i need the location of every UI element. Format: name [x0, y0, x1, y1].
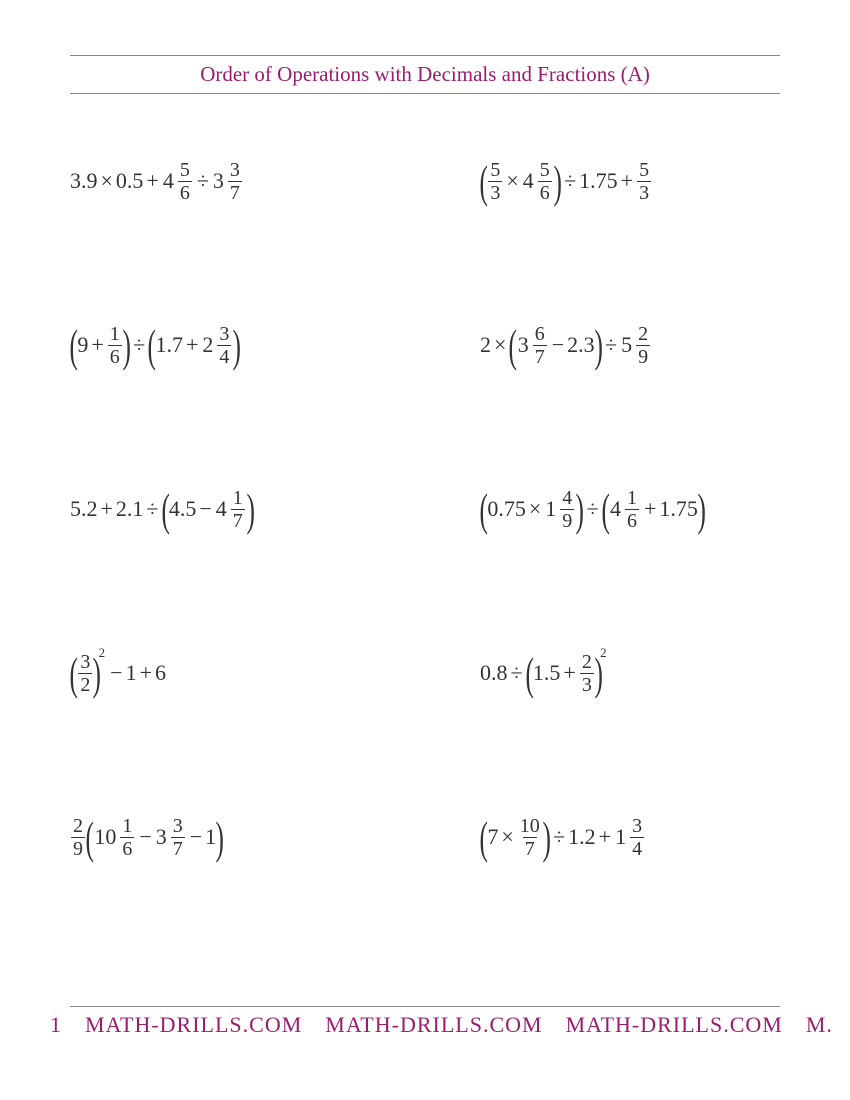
footer-rule — [70, 1006, 780, 1007]
problems-grid: 3.9×0.5+456÷337 (53×456)÷1.75+53 (9+16)÷(1… — [70, 154, 780, 864]
worksheet-title: Order of Operations with Decimals and Fr… — [70, 56, 780, 93]
problem-6: (0.75×149)÷(416+1.75) — [445, 482, 780, 536]
problem-8: 0.8÷(1.5+23)2 — [445, 646, 780, 700]
footer-container: 1 MATH-DRILLS.COM MATH-DRILLS.COM MATH-D… — [0, 1006, 850, 1038]
problem-2: (53×456)÷1.75+53 — [445, 154, 780, 208]
problem-9: 29(1016−337−1) — [70, 810, 405, 864]
problem-10: (7×107)÷1.2+134 — [445, 810, 780, 864]
header-rule-bottom — [70, 93, 780, 94]
problem-4: 2×(367−2.3)÷529 — [445, 318, 780, 372]
problem-5: 5.2+2.1÷(4.5−417) — [70, 482, 405, 536]
problem-1: 3.9×0.5+456÷337 — [70, 154, 405, 208]
worksheet-page: Order of Operations with Decimals and Fr… — [0, 0, 850, 864]
problem-7: (32)2−1+6 — [70, 646, 405, 700]
footer-text: 1 MATH-DRILLS.COM MATH-DRILLS.COM MATH-D… — [0, 1012, 850, 1038]
problem-3: (9+16)÷(1.7+234) — [70, 318, 405, 372]
